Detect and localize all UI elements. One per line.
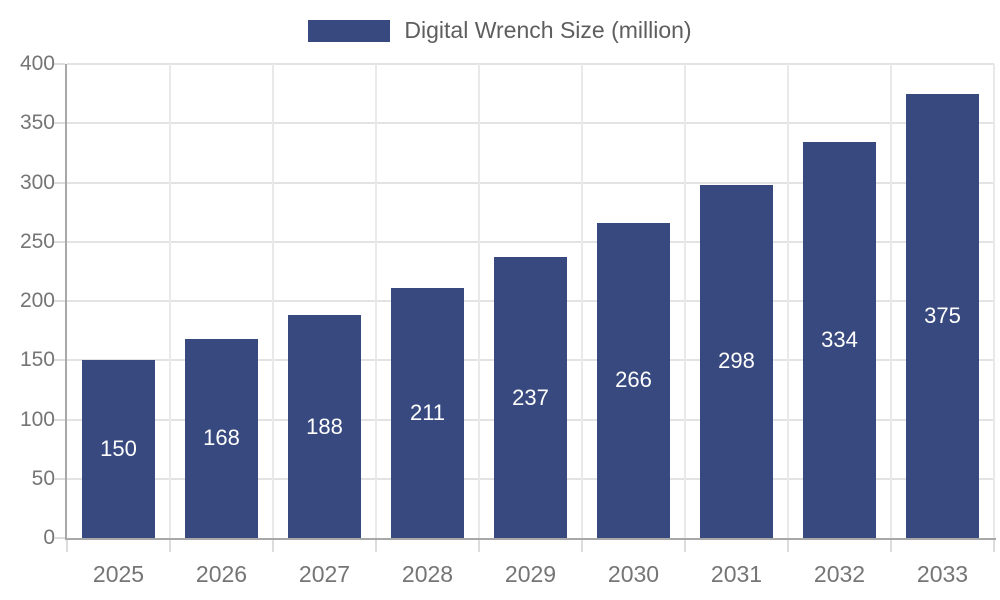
bar-value-label: 150 <box>100 436 137 462</box>
bar[interactable]: 237 <box>494 257 567 538</box>
gridline-vertical <box>169 64 171 538</box>
bar-value-label: 334 <box>821 327 858 353</box>
x-axis-label: 2031 <box>710 561 763 587</box>
x-axis-tick <box>478 540 480 552</box>
x-axis-tick <box>581 540 583 552</box>
bar-value-label: 188 <box>306 413 343 439</box>
bar-value-label: 168 <box>203 425 240 451</box>
y-axis-tick <box>54 477 65 480</box>
y-axis-tick <box>54 122 65 125</box>
bar-value-label: 298 <box>718 348 755 374</box>
bar[interactable]: 298 <box>700 184 773 538</box>
x-axis-line <box>65 538 996 540</box>
y-axis-label: 250 <box>19 229 55 253</box>
plot-area: 0 50 100 150 200 250 300 350 400 150 2025 168 2026 18… <box>20 52 996 587</box>
x-axis-tick <box>993 540 995 552</box>
y-axis-label: 50 <box>31 466 55 490</box>
x-axis-label: 2030 <box>607 561 660 587</box>
bar-value-label: 266 <box>615 367 652 393</box>
y-axis-tick <box>54 300 65 302</box>
bar[interactable]: 334 <box>803 142 876 538</box>
x-axis-tick <box>169 540 171 552</box>
gridline-horizontal <box>67 122 994 125</box>
y-axis-tick <box>54 181 65 184</box>
bar[interactable]: 150 <box>82 360 155 538</box>
x-axis-label: 2032 <box>813 561 866 587</box>
x-axis-label: 2025 <box>92 561 145 587</box>
x-axis-tick <box>375 540 377 552</box>
y-axis-line <box>65 64 67 540</box>
y-axis-label: 300 <box>19 170 55 194</box>
x-axis-label: 2027 <box>298 561 351 587</box>
y-axis-label: 100 <box>19 407 55 431</box>
gridline-vertical <box>684 64 686 538</box>
x-axis-tick <box>787 540 789 552</box>
y-axis-tick <box>54 359 65 362</box>
x-axis-label: 2033 <box>916 561 969 587</box>
legend-swatch-icon <box>308 19 391 42</box>
x-axis-label: 2028 <box>401 561 454 587</box>
gridline-vertical <box>272 64 274 538</box>
bar[interactable]: 266 <box>597 222 670 538</box>
y-axis-label: 200 <box>19 289 55 312</box>
gridline-horizontal <box>67 181 994 184</box>
bar-value-label: 375 <box>924 302 961 328</box>
gridline-vertical <box>581 64 583 538</box>
bar[interactable]: 188 <box>288 315 361 538</box>
y-axis-label: 0 <box>43 526 55 549</box>
x-axis-tick <box>890 540 892 552</box>
bar-value-label: 211 <box>409 399 446 425</box>
y-axis-tick <box>54 537 65 539</box>
y-axis-tick <box>54 418 65 421</box>
y-axis-tick <box>54 240 65 243</box>
gridline-horizontal <box>67 240 994 243</box>
bar[interactable]: 375 <box>906 93 979 538</box>
gridline-vertical <box>787 64 789 538</box>
x-axis-label: 2029 <box>504 561 557 587</box>
x-axis-tick <box>684 540 686 552</box>
legend[interactable]: Digital Wrench Size (million) <box>0 17 1000 44</box>
bar[interactable]: 211 <box>391 287 464 538</box>
y-axis-tick <box>54 63 65 65</box>
gridline-vertical <box>993 64 995 538</box>
gridline-vertical <box>890 64 892 538</box>
x-axis-label: 2026 <box>195 561 248 587</box>
y-axis-label: 400 <box>19 52 55 75</box>
legend-label: Digital Wrench Size (million) <box>404 17 692 43</box>
gridline-vertical <box>375 64 377 538</box>
y-axis-label: 150 <box>19 348 55 372</box>
y-axis-label: 350 <box>19 111 55 135</box>
x-axis-tick <box>272 540 274 552</box>
gridline-vertical <box>478 64 480 538</box>
gridline-horizontal <box>67 63 994 65</box>
bar[interactable]: 168 <box>185 338 258 538</box>
bar-value-label: 237 <box>512 384 549 410</box>
x-axis-tick <box>66 540 68 552</box>
